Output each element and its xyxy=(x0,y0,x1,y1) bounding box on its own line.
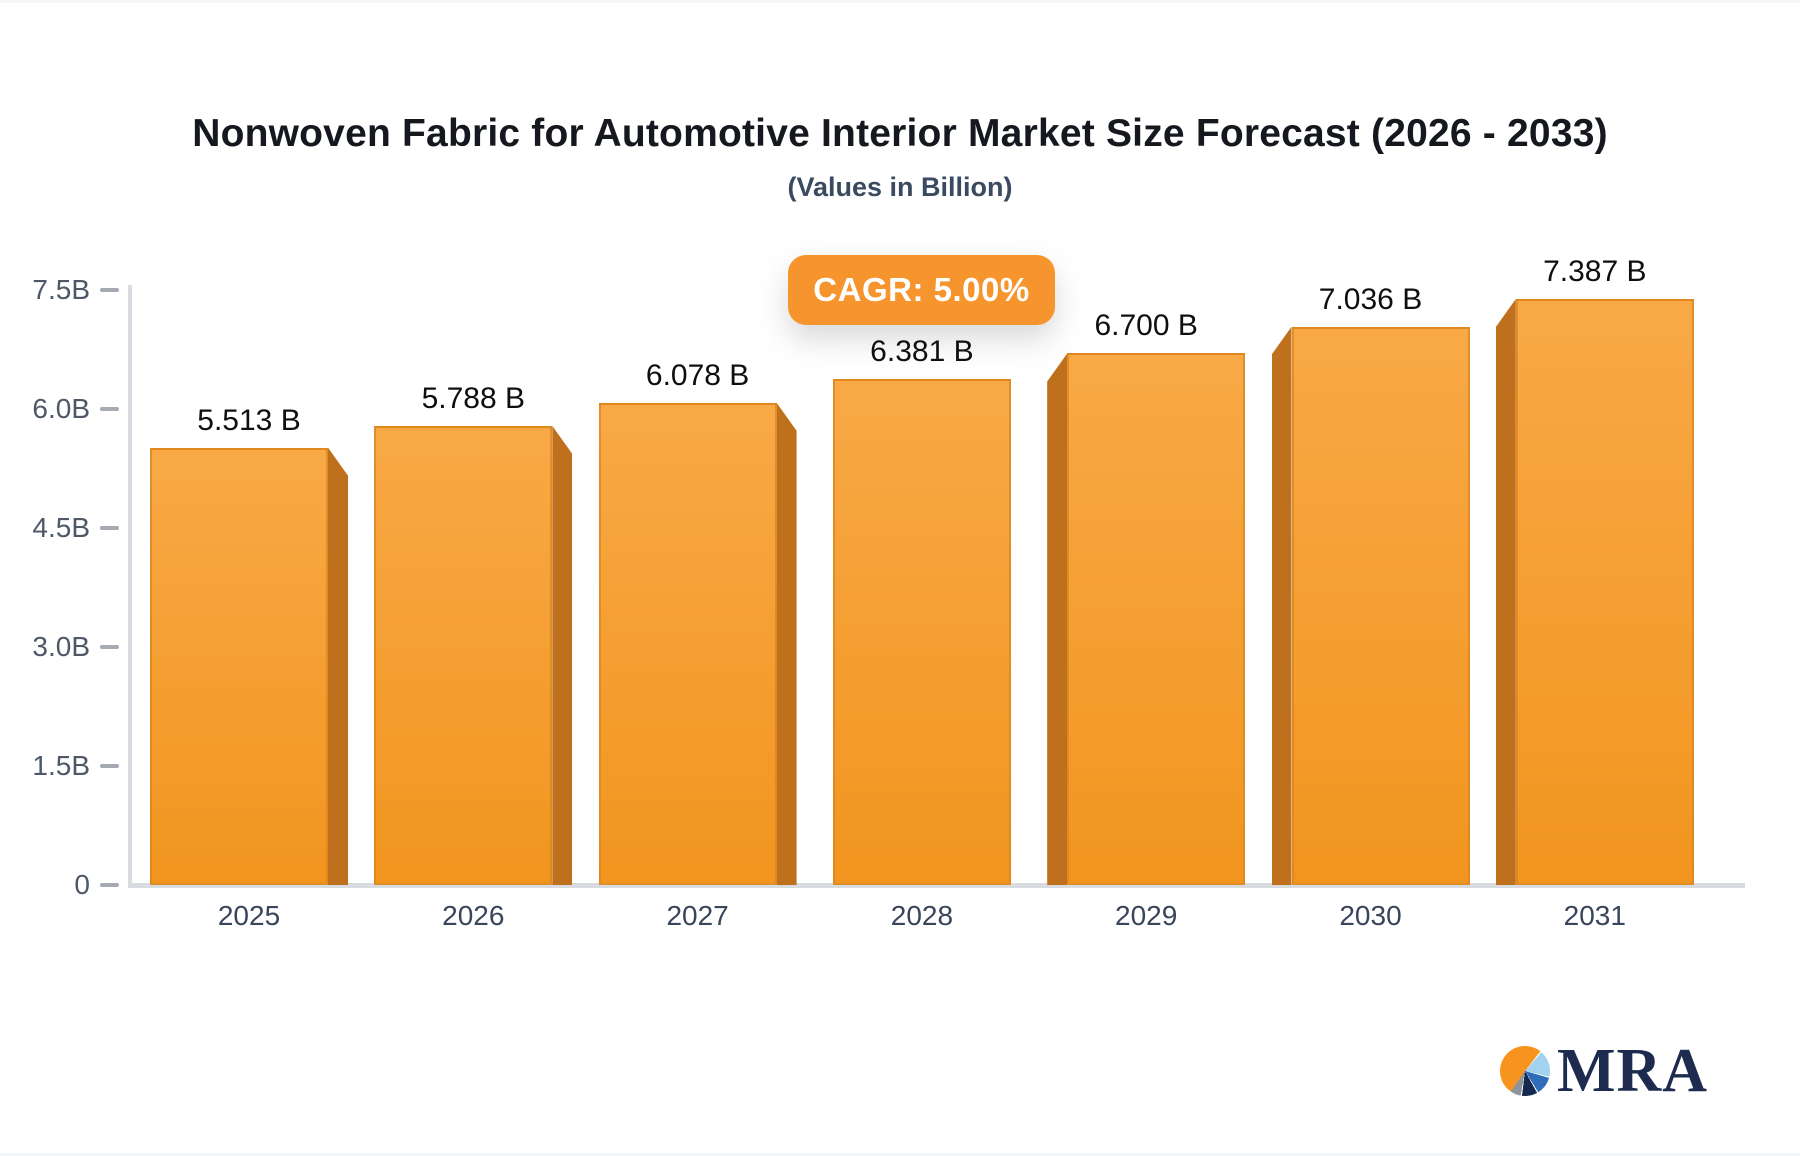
bar-2028[interactable] xyxy=(823,378,1021,885)
bar-3d-side xyxy=(328,447,348,885)
x-axis-line xyxy=(128,883,1745,888)
y-tick-mark xyxy=(100,645,119,649)
bar-2030[interactable] xyxy=(1271,326,1470,885)
bar-value-label: 6.381 B xyxy=(870,334,974,368)
x-tick-label-2028: 2028 xyxy=(890,900,954,931)
y-tick-label: 4.5B xyxy=(32,512,90,543)
bar-3d-side xyxy=(1495,298,1516,885)
bar-value-label: 6.078 B xyxy=(645,358,750,392)
bar-face xyxy=(1291,326,1470,885)
y-tick-mark xyxy=(100,764,119,768)
x-tick-label-2026: 2026 xyxy=(442,900,505,931)
bar-face xyxy=(1067,353,1246,885)
bottom-edge-divider xyxy=(0,1153,1800,1156)
bar-3d-side xyxy=(1047,353,1068,885)
bar-value-label: 6.700 B xyxy=(1094,309,1198,343)
y-tick-label: 6.0B xyxy=(32,393,90,424)
bar-3d-side xyxy=(1271,326,1292,885)
bar-value-label: 7.036 B xyxy=(1318,282,1423,316)
x-tick-label-2025: 2025 xyxy=(217,900,281,931)
y-tick-mark xyxy=(100,883,119,887)
y-tick-label: 7.5B xyxy=(32,274,90,305)
bar-2029[interactable] xyxy=(1047,353,1246,885)
chart-subtitle: (Values in Billion) xyxy=(787,172,1013,202)
top-edge-divider xyxy=(0,0,1800,3)
cagr-badge: CAGR: 5.00% xyxy=(788,255,1055,325)
y-axis-line xyxy=(128,285,132,885)
x-tick-label-2030: 2030 xyxy=(1339,900,1402,931)
bar-3d-side xyxy=(552,425,573,885)
bar-3d-side xyxy=(776,402,797,885)
y-tick-mark xyxy=(100,526,119,530)
y-tick-mark xyxy=(100,407,119,411)
bar-face xyxy=(1515,298,1694,885)
y-tick-label: 0 xyxy=(74,869,90,900)
bar-face xyxy=(150,447,328,885)
bar-face xyxy=(598,402,777,885)
x-tick-label-2031: 2031 xyxy=(1563,900,1626,931)
mra-logo-text: MRA xyxy=(1557,1037,1709,1105)
y-tick-mark xyxy=(100,288,119,292)
bar-value-label: 7.387 B xyxy=(1543,254,1647,288)
bar-value-label: 5.513 B xyxy=(197,403,301,437)
cagr-badge-label: CAGR: 5.00% xyxy=(813,271,1030,308)
mra-pie-chart-icon xyxy=(1500,1046,1550,1096)
bar-2031[interactable] xyxy=(1495,298,1694,885)
bar-value-label: 5.788 B xyxy=(421,381,526,415)
bar-face xyxy=(374,425,553,885)
y-tick-label: 1.5B xyxy=(32,750,90,781)
mra-logo: MRA xyxy=(1500,1036,1708,1106)
x-tick-label-2027: 2027 xyxy=(666,900,729,931)
chart-title: Nonwoven Fabric for Automotive Interior … xyxy=(192,112,1608,155)
bar-face xyxy=(832,378,1011,885)
y-tick-label: 3.0B xyxy=(32,631,90,662)
bar-2026[interactable] xyxy=(374,425,573,885)
bar-2025[interactable] xyxy=(150,447,348,885)
bar-2027[interactable] xyxy=(598,402,797,885)
x-tick-label-2029: 2029 xyxy=(1115,900,1178,931)
